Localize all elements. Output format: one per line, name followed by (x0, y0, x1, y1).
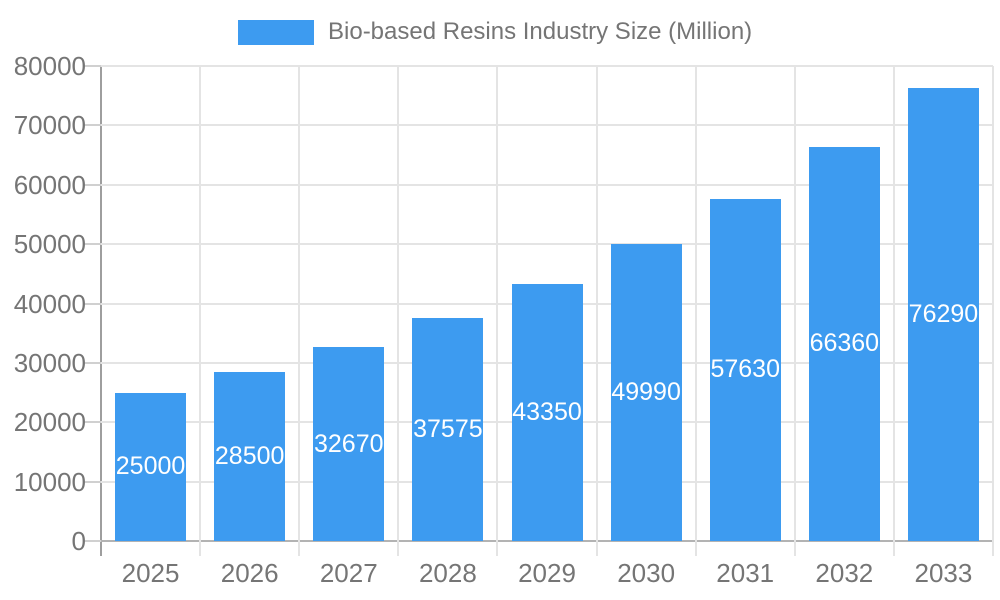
bar-2031[interactable]: 57630 (709, 198, 781, 541)
y-axis-tick (84, 124, 101, 127)
horizontal-gridline (101, 124, 993, 127)
horizontal-gridline (101, 243, 993, 246)
y-axis-tick-label: 0 (71, 526, 86, 556)
bar-2028[interactable]: 37575 (412, 317, 484, 541)
horizontal-gridline (101, 183, 993, 186)
bar-value-label: 43350 (512, 397, 582, 426)
y-axis-tick (84, 65, 101, 67)
bar-value-label: 49990 (611, 378, 681, 407)
x-axis-tick-label: 2030 (617, 558, 676, 588)
vertical-gridline (694, 66, 697, 556)
vertical-gridline (496, 66, 499, 556)
vertical-gridline (397, 66, 400, 556)
x-axis-tick-label: 2031 (716, 558, 775, 588)
bar-value-label: 32670 (314, 429, 384, 458)
bar-2033[interactable]: 76290 (907, 88, 979, 541)
y-axis-tick (84, 361, 101, 364)
bar-value-label: 28500 (214, 441, 285, 470)
y-axis-tick-label: 30000 (13, 347, 86, 378)
vertical-gridline (298, 66, 301, 556)
y-axis-tick-label: 20000 (13, 407, 86, 438)
vertical-gridline (992, 66, 994, 556)
legend-label: Bio-based Resins Industry Size (Million) (328, 18, 753, 45)
vertical-gridline (892, 66, 895, 556)
bar-2026[interactable]: 28500 (214, 371, 286, 541)
x-axis-tick-label: 2033 (914, 558, 973, 588)
bar-value-label: 37575 (413, 414, 483, 443)
bar-value-label: 25000 (115, 452, 186, 481)
bar-value-label: 66360 (809, 329, 880, 358)
y-axis-tick-label: 50000 (13, 229, 86, 260)
bar-2025[interactable]: 25000 (115, 392, 187, 541)
x-axis-tick-label: 2026 (220, 558, 279, 588)
vertical-gridline (793, 66, 796, 556)
bar-2030[interactable]: 49990 (610, 244, 682, 541)
y-axis-tick (84, 421, 101, 424)
vertical-gridline (595, 66, 598, 556)
y-axis-tick (84, 302, 101, 305)
x-axis-baseline (84, 540, 993, 542)
y-axis-tick (84, 183, 101, 186)
x-axis-tick-label: 2028 (418, 558, 477, 588)
chart-legend[interactable]: Bio-based Resins Industry Size (Million) (238, 18, 752, 46)
y-axis-tick-label: 40000 (13, 288, 86, 319)
horizontal-gridline (101, 65, 993, 67)
legend-swatch-icon (238, 19, 314, 45)
bar-2029[interactable]: 43350 (511, 283, 583, 541)
bar-value-label: 57630 (710, 355, 780, 384)
y-axis-tick-label: 10000 (13, 466, 86, 497)
y-axis-tick-label: 80000 (13, 51, 86, 81)
y-axis-tick (84, 243, 101, 246)
bar-2027[interactable]: 32670 (313, 347, 385, 541)
vertical-gridline (199, 66, 202, 556)
y-axis-tick-label: 60000 (13, 169, 86, 200)
y-axis-tick (84, 480, 101, 483)
bar-2032[interactable]: 66360 (808, 146, 880, 541)
x-axis-tick-label: 2025 (121, 558, 180, 588)
plot-area: 25000 28500 32670 37575 43350 49990 57630 66360… (101, 65, 994, 556)
y-axis-tick (84, 540, 101, 542)
x-axis-tick-label: 2032 (815, 558, 874, 588)
x-axis-tick-label: 2027 (319, 558, 378, 588)
y-axis-line (100, 66, 102, 556)
x-axis-tick-label: 2029 (518, 558, 576, 588)
y-axis-tick-label: 70000 (13, 110, 86, 141)
bar-value-label: 76290 (908, 300, 979, 328)
